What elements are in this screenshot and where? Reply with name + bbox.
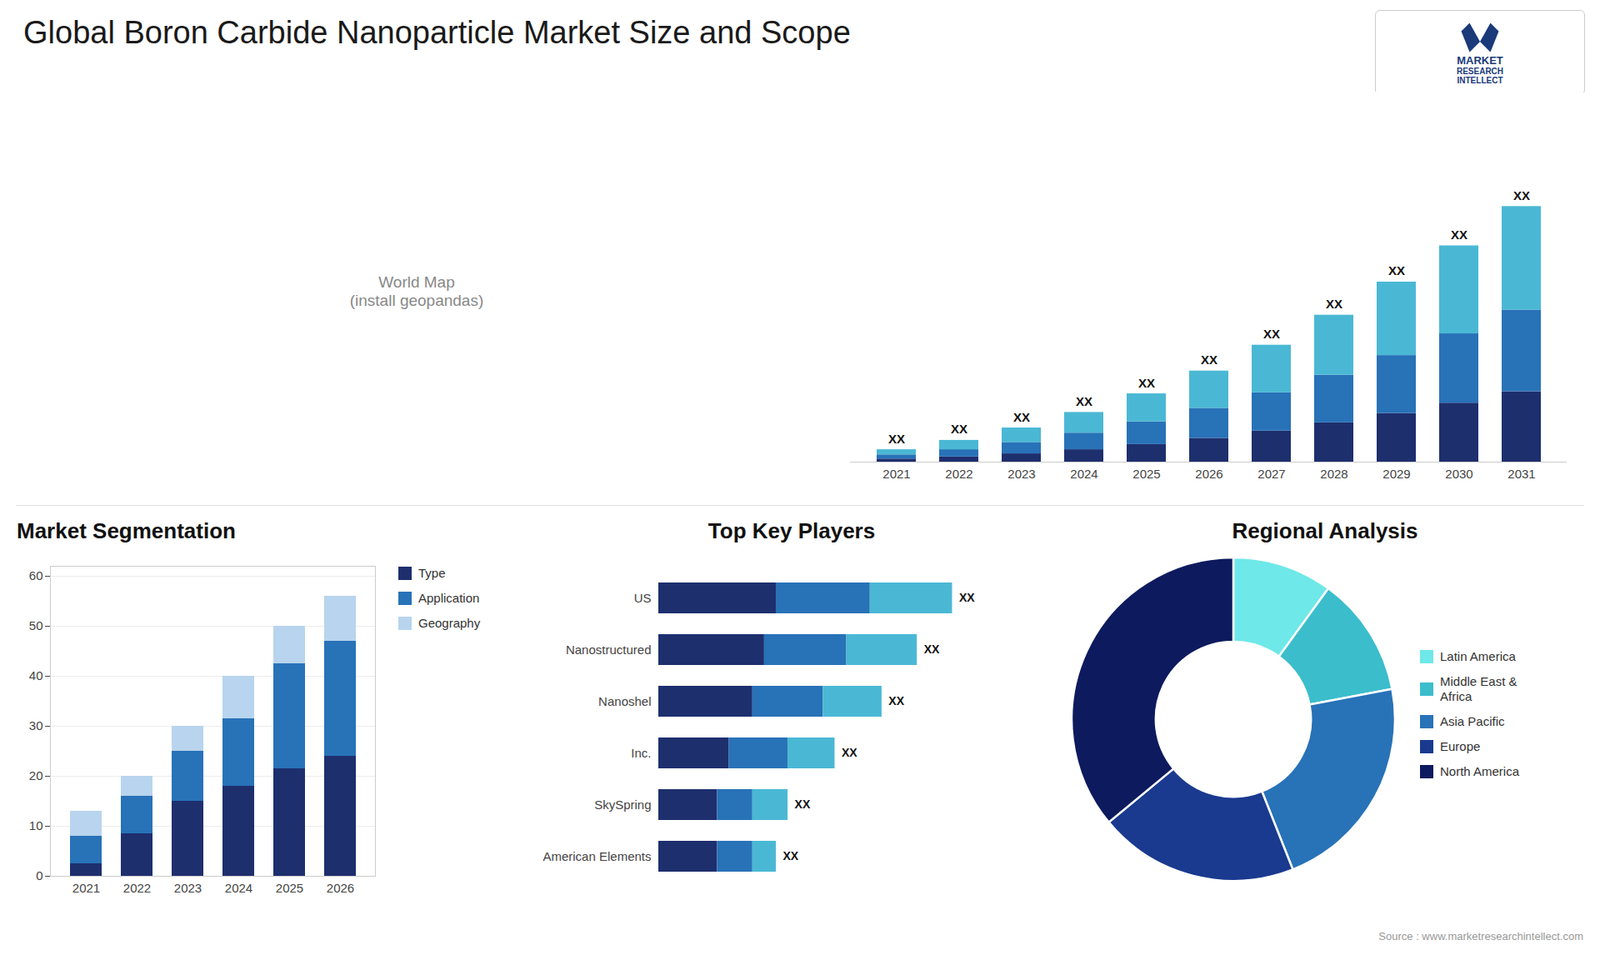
svg-text:2022: 2022 (123, 880, 151, 895)
svg-text:2031: 2031 (1507, 466, 1535, 481)
svg-text:XX: XX (1013, 410, 1030, 425)
svg-text:XX: XX (959, 590, 975, 605)
svg-text:20: 20 (29, 768, 44, 783)
svg-text:2024: 2024 (1070, 466, 1098, 481)
svg-text:2026: 2026 (1195, 466, 1223, 481)
svg-text:XX: XX (782, 849, 799, 863)
html-text:Type: Type (418, 565, 446, 580)
svg-text:XX: XX (1450, 227, 1468, 242)
html-text:World Map (install geopandas): World Map (install geopandas) (349, 273, 484, 310)
html-text:Geography: Geography (418, 615, 481, 630)
svg-text:Nanoshel: Nanoshel (598, 694, 651, 709)
svg-text:2026: 2026 (326, 880, 355, 895)
svg-text:0: 0 (35, 868, 43, 883)
svg-text:XX: XX (888, 694, 905, 708)
svg-text:10: 10 (29, 818, 44, 833)
html-text:Market Segmentation: Market Segmentation (16, 518, 236, 544)
svg-text:XX: XX (1200, 352, 1218, 367)
html-text:Europe: Europe (1440, 739, 1481, 754)
svg-text:SkySpring: SkySpring (594, 797, 651, 812)
svg-text:2025: 2025 (1132, 466, 1160, 481)
svg-text:2027: 2027 (1257, 466, 1285, 481)
svg-text:XX: XX (1075, 394, 1093, 409)
html-text:Global Boron Carbide Nanoparti: Global Boron Carbide Nanoparticle Market… (23, 15, 851, 50)
svg-text:40: 40 (29, 668, 44, 683)
html-text:RESEARCH INTELLECT: RESEARCH INTELLECT (1456, 66, 1504, 85)
svg-text:2021: 2021 (882, 466, 910, 481)
html-text:Top Key Players: Top Key Players (708, 518, 876, 544)
svg-text:XX: XX (795, 797, 811, 811)
html-text:MARKET: MARKET (1456, 53, 1504, 67)
svg-text:American Elements: American Elements (542, 849, 651, 864)
html-text:North America: North America (1440, 764, 1520, 779)
svg-text:Nanostructured: Nanostructured (565, 642, 652, 657)
svg-text:2028: 2028 (1320, 466, 1348, 481)
svg-text:XX: XX (924, 642, 940, 656)
svg-text:XX: XX (1138, 375, 1155, 390)
html-text:Asia Pacific: Asia Pacific (1440, 714, 1505, 729)
svg-text:XX: XX (888, 431, 905, 446)
html-text:Application: Application (418, 590, 480, 605)
svg-text:Inc.: Inc. (630, 745, 651, 760)
html-text:Regional Analysis: Regional Analysis (1232, 518, 1418, 544)
html-text:Latin America: Latin America (1440, 649, 1516, 664)
svg-text:2023: 2023 (1007, 466, 1035, 481)
svg-text:XX: XX (841, 745, 858, 760)
svg-text:2025: 2025 (275, 880, 304, 895)
svg-text:XX: XX (950, 421, 968, 436)
svg-text:60: 60 (29, 568, 44, 583)
svg-text:2029: 2029 (1382, 466, 1410, 481)
svg-text:2023: 2023 (174, 880, 202, 895)
svg-text:XX: XX (1325, 296, 1343, 311)
svg-text:2024: 2024 (225, 880, 253, 895)
svg-text:2022: 2022 (945, 466, 973, 481)
html-text:Source : www.marketresearchint: Source : www.marketresearchintellect.com (1378, 930, 1584, 943)
svg-text:2030: 2030 (1445, 466, 1473, 481)
svg-text:2021: 2021 (72, 880, 100, 895)
svg-text:XX: XX (1513, 188, 1530, 203)
svg-text:XX: XX (1263, 326, 1280, 341)
svg-text:US: US (634, 590, 652, 605)
html-text:Middle East & Africa: Middle East & Africa (1440, 674, 1518, 704)
svg-text:30: 30 (29, 718, 44, 733)
svg-text:50: 50 (29, 618, 44, 633)
svg-text:XX: XX (1388, 263, 1405, 278)
